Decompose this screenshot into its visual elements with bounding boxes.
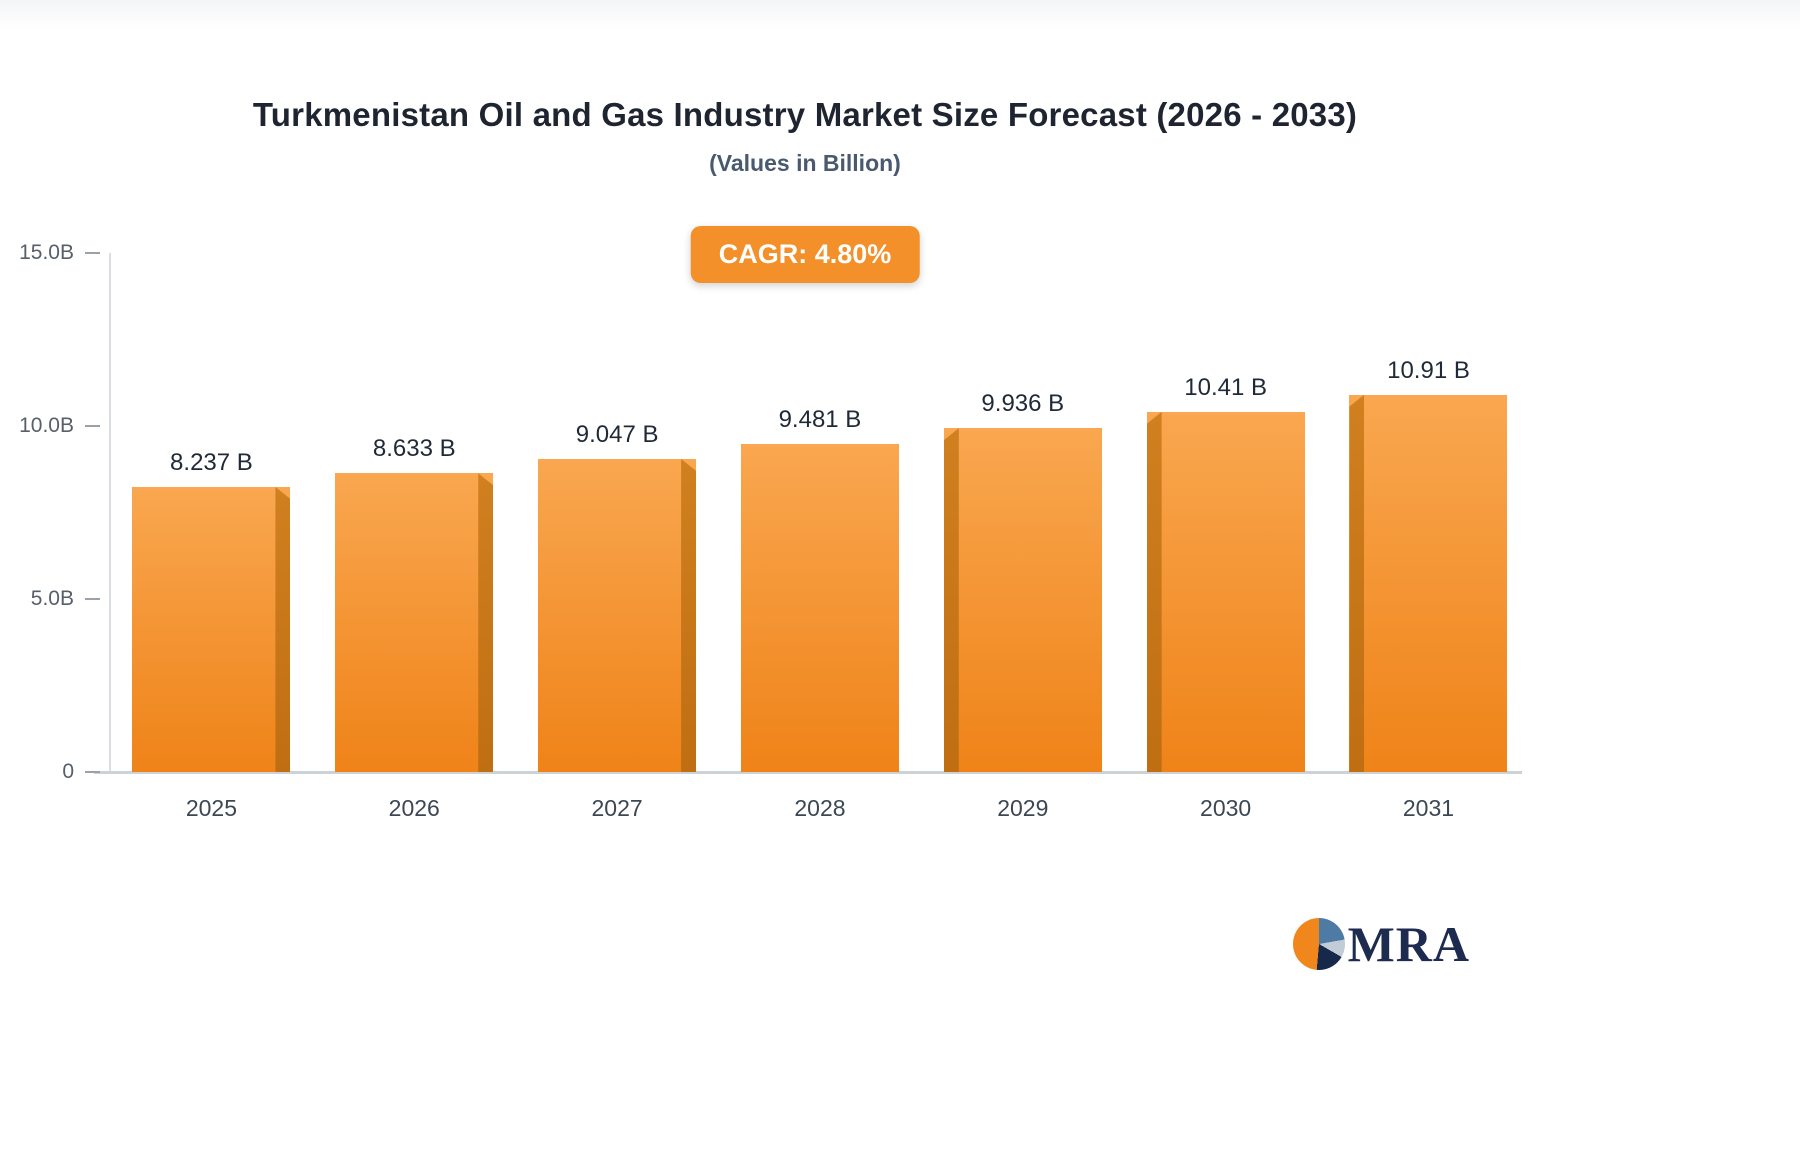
bar-group-2029: 9.936 B 2029 xyxy=(943,253,1102,821)
plot-area: 0 5.0B 10.0B 15.0B 8.237 B 2025 8.633 B 2026 9.… xyxy=(19,241,1530,821)
y-axis-tick-label: 5.0B xyxy=(30,587,74,610)
bar-2031[interactable] xyxy=(1349,394,1508,772)
y-axis-tick-label: 0 xyxy=(62,760,74,783)
x-axis-label: 2030 xyxy=(1200,795,1252,821)
y-axis-tick-mark xyxy=(85,771,100,773)
chart-subtitle: (Values in Billion) xyxy=(709,150,901,176)
x-axis-label: 2031 xyxy=(1402,795,1455,821)
bar-2025[interactable] xyxy=(132,487,291,772)
cagr-badge: CAGR: 4.80% xyxy=(690,226,920,283)
bar-value-label: 8.633 B xyxy=(372,435,456,463)
x-axis-baseline xyxy=(94,771,1522,774)
y-axis-tick-mark xyxy=(85,425,100,427)
y-axis-tick-mark xyxy=(85,252,100,254)
x-axis-label: 2029 xyxy=(997,795,1049,821)
top-strip xyxy=(0,0,1800,30)
y-axis-tick-label: 10.0B xyxy=(19,414,74,437)
x-axis-label: 2025 xyxy=(185,795,237,821)
y-axis-tick-label: 15.0B xyxy=(19,241,74,264)
x-axis-label: 2028 xyxy=(794,795,846,821)
bar-value-label: 9.047 B xyxy=(575,420,659,448)
bar-group-2028: 9.481 B 2028 xyxy=(740,253,899,821)
y-axis-tick-mark xyxy=(85,598,100,600)
bar-value-label: 10.41 B xyxy=(1184,373,1267,401)
bar-value-label: 9.481 B xyxy=(778,405,862,433)
bar-2026[interactable] xyxy=(335,473,494,772)
mra-logo-text: MRA xyxy=(1347,916,1470,972)
x-axis-label: 2026 xyxy=(388,795,440,821)
mra-logo-pie-icon xyxy=(1292,918,1345,970)
bars-container: 8.237 B 2025 8.633 B 2026 9.047 B 2027 9.481 B… xyxy=(110,253,1530,821)
x-axis-label: 2027 xyxy=(591,795,643,821)
bar-value-label: 8.237 B xyxy=(170,449,253,476)
bar-2027[interactable] xyxy=(538,458,697,772)
bar-group-2030: 10.41 B 2030 xyxy=(1146,253,1305,821)
bar-group-2026: 8.633 B 2026 xyxy=(335,253,494,821)
y-axis-line xyxy=(109,253,111,772)
mra-logo: MRA xyxy=(1292,916,1470,972)
bar-2028[interactable] xyxy=(740,443,899,772)
bar-group-2027: 9.047 B 2027 xyxy=(538,253,697,821)
bar-2030[interactable] xyxy=(1146,411,1305,772)
bar-2029[interactable] xyxy=(943,428,1102,772)
bar-value-label: 10.91 B xyxy=(1387,356,1470,384)
bar-group-2025: 8.237 B 2025 xyxy=(132,253,291,821)
bar-group-2031: 10.91 B 2031 xyxy=(1349,253,1508,821)
bar-value-label: 9.936 B xyxy=(981,390,1065,418)
chart-header: Turkmenistan Oil and Gas Industry Market… xyxy=(0,96,1610,177)
chart-title: Turkmenistan Oil and Gas Industry Market… xyxy=(252,96,1358,133)
